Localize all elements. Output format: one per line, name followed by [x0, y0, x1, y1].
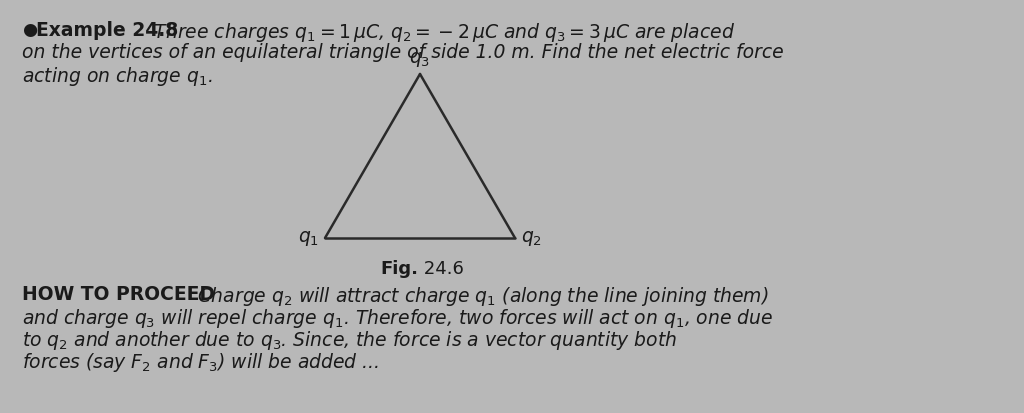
- Text: $q_2$: $q_2$: [521, 230, 542, 249]
- Text: Fig.: Fig.: [380, 260, 418, 278]
- Text: forces (say $F_2$ and $F_3$) will be added ...: forces (say $F_2$ and $F_3$) will be add…: [22, 351, 379, 374]
- Text: Three charges $q_1 = 1\,\mu C$, $q_2 = -2\,\mu C$ and $q_3 = 3\,\mu C$ are place: Three charges $q_1 = 1\,\mu C$, $q_2 = -…: [142, 21, 735, 44]
- Text: HOW TO PROCEED: HOW TO PROCEED: [22, 285, 215, 304]
- Text: ●: ●: [22, 21, 37, 39]
- Text: and charge $q_3$ will repel charge $q_1$. Therefore, two forces will act on $q_1: and charge $q_3$ will repel charge $q_1$…: [22, 307, 773, 330]
- Text: on the vertices of an equilateral triangle of side 1.0 m. Find the net electric : on the vertices of an equilateral triang…: [22, 43, 783, 62]
- Text: Example 24.8: Example 24.8: [36, 21, 178, 40]
- Text: $q_1$: $q_1$: [298, 230, 319, 249]
- Text: 24.6: 24.6: [418, 260, 464, 278]
- Text: acting on charge $q_1$.: acting on charge $q_1$.: [22, 65, 213, 88]
- Text: $q_3$: $q_3$: [410, 50, 430, 69]
- Text: Charge $q_2$ will attract charge $q_1$ (along the line joining them): Charge $q_2$ will attract charge $q_1$ (…: [180, 285, 769, 308]
- Text: to $q_2$ and another due to $q_3$. Since, the force is a vector quantity both: to $q_2$ and another due to $q_3$. Since…: [22, 329, 677, 352]
